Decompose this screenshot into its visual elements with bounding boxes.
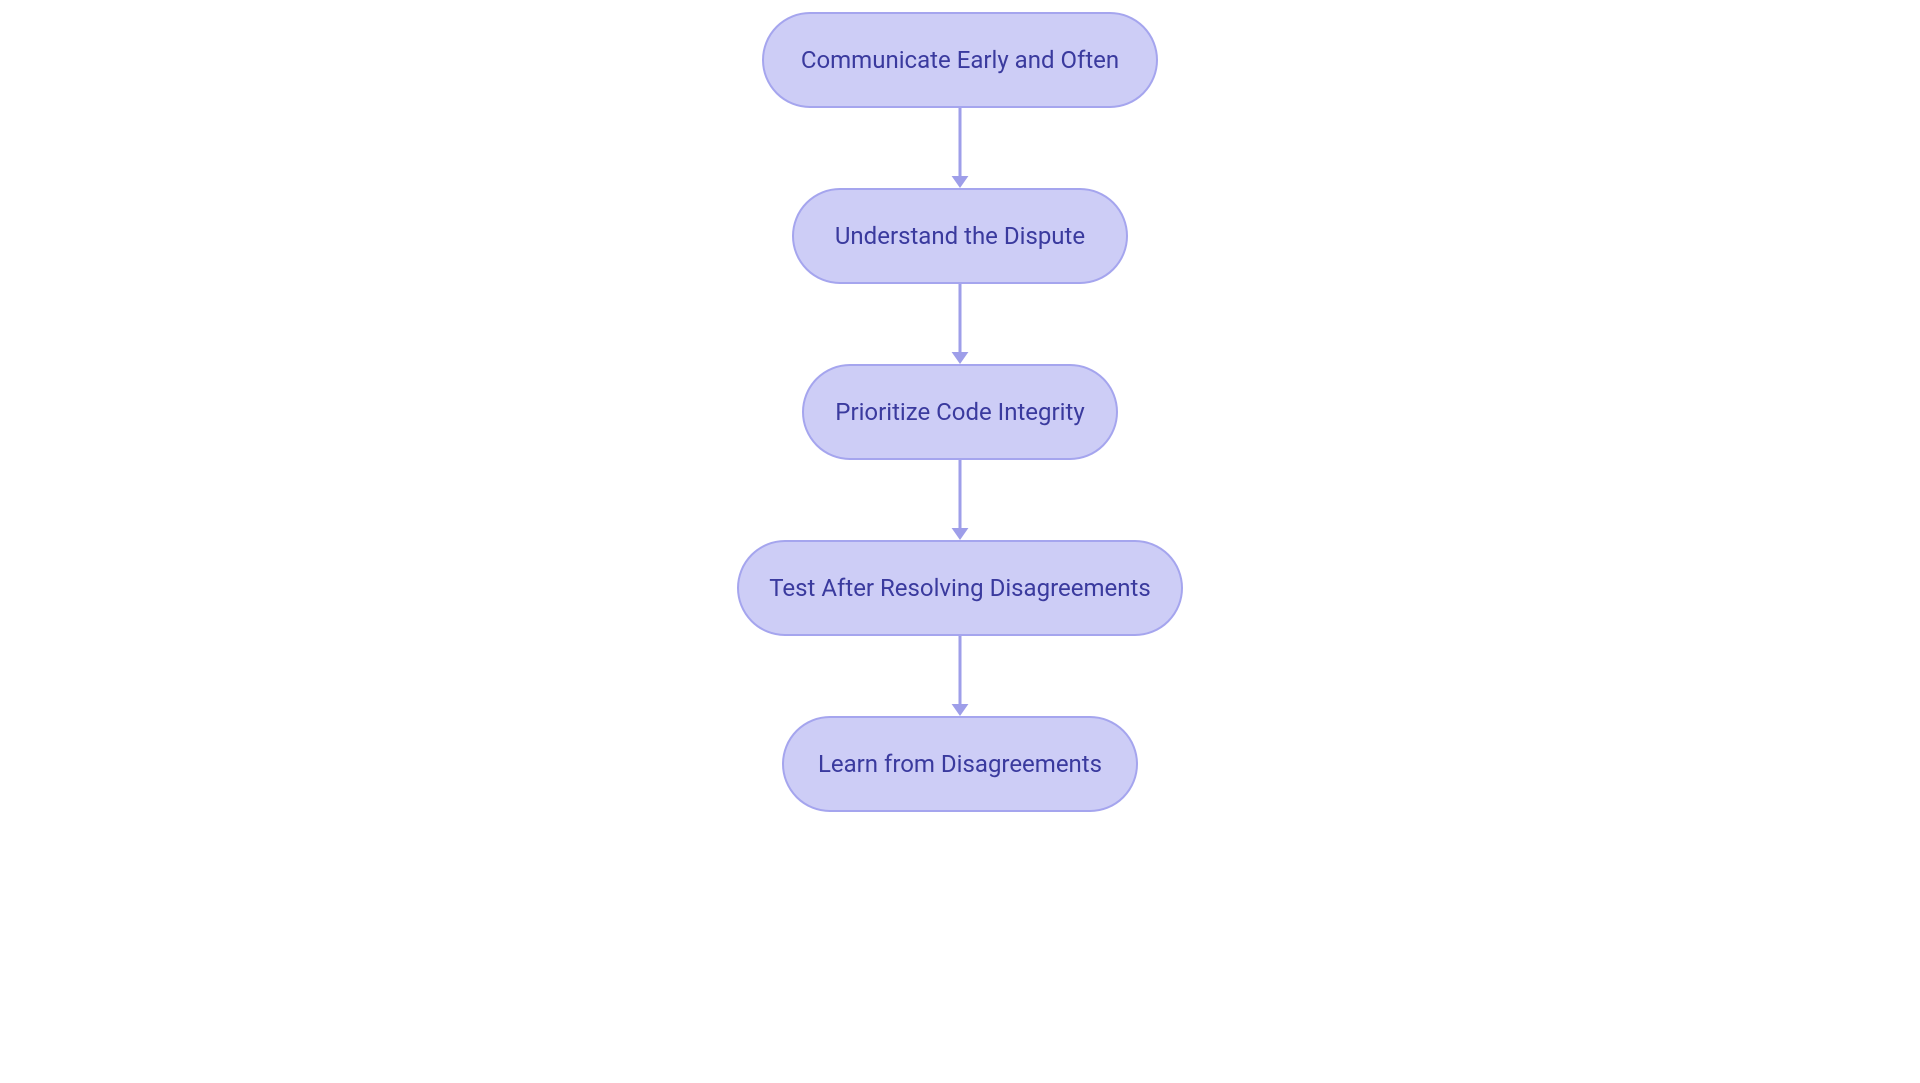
flowchart-node-label: Test After Resolving Disagreements xyxy=(769,574,1150,602)
flowchart-node-label: Understand the Dispute xyxy=(835,222,1085,250)
flowchart-node: Prioritize Code Integrity xyxy=(802,364,1118,460)
flowchart-container: Communicate Early and Often Understand th… xyxy=(737,12,1183,812)
flowchart-node-label: Learn from Disagreements xyxy=(818,750,1102,778)
flowchart-arrow xyxy=(948,636,972,716)
flowchart-node: Learn from Disagreements xyxy=(782,716,1138,812)
flowchart-node-label: Communicate Early and Often xyxy=(801,46,1119,74)
flowchart-node: Communicate Early and Often xyxy=(762,12,1158,108)
flowchart-node: Understand the Dispute xyxy=(792,188,1128,284)
flowchart-node-label: Prioritize Code Integrity xyxy=(835,398,1084,426)
flowchart-arrow xyxy=(948,284,972,364)
flowchart-arrow xyxy=(948,460,972,540)
flowchart-arrow xyxy=(948,108,972,188)
flowchart-node: Test After Resolving Disagreements xyxy=(737,540,1183,636)
